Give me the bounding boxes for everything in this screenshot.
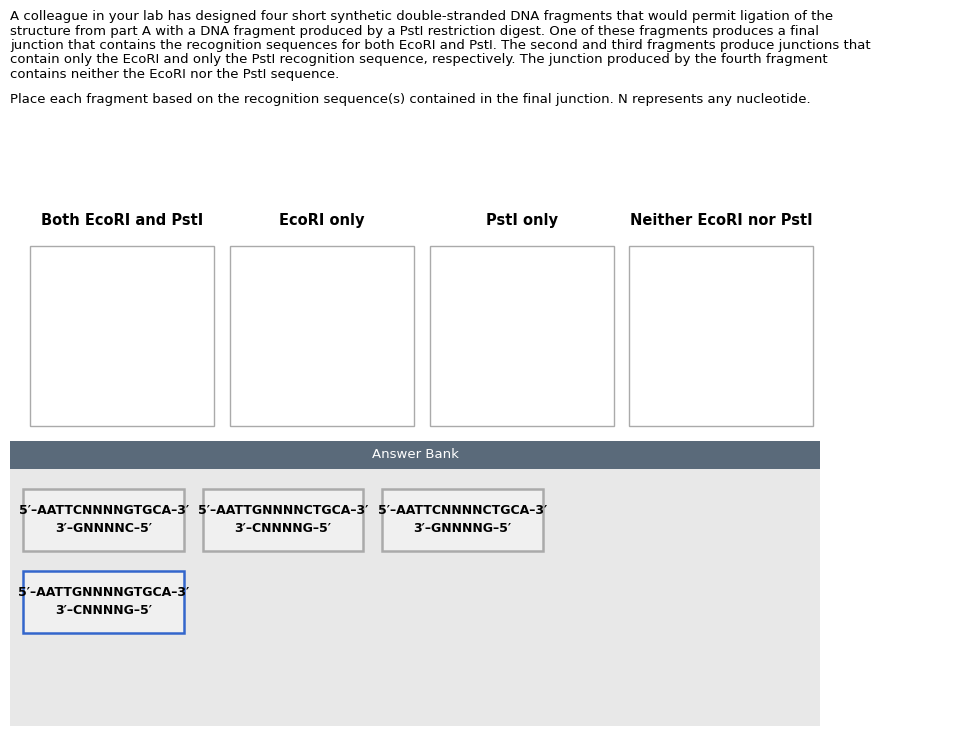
Text: Neither EcoRI nor PstI: Neither EcoRI nor PstI <box>629 213 812 228</box>
FancyBboxPatch shape <box>31 246 215 426</box>
Text: 3′–CNNNNG–5′: 3′–CNNNNG–5′ <box>235 523 331 536</box>
FancyBboxPatch shape <box>629 246 813 426</box>
FancyBboxPatch shape <box>23 489 184 551</box>
FancyBboxPatch shape <box>23 571 184 633</box>
Text: 3′–CNNNNG–5′: 3′–CNNNNG–5′ <box>56 604 152 618</box>
FancyBboxPatch shape <box>11 441 820 469</box>
Text: 3′–GNNNNC–5′: 3′–GNNNNC–5′ <box>56 523 152 536</box>
FancyBboxPatch shape <box>382 489 542 551</box>
Text: Both EcoRI and PstI: Both EcoRI and PstI <box>41 213 203 228</box>
FancyBboxPatch shape <box>429 246 613 426</box>
Text: Place each fragment based on the recognition sequence(s) contained in the final : Place each fragment based on the recogni… <box>11 93 811 105</box>
Text: 3′–GNNNNG–5′: 3′–GNNNNG–5′ <box>414 523 512 536</box>
Text: contains neither the EcoRI nor the PstI sequence.: contains neither the EcoRI nor the PstI … <box>11 68 340 81</box>
Text: 5′–AATTGNNNNCTGCA–3′: 5′–AATTGNNNNCTGCA–3′ <box>198 504 368 517</box>
FancyBboxPatch shape <box>203 489 363 551</box>
Text: junction that contains the recognition sequences for both EcoRI and PstI. The se: junction that contains the recognition s… <box>11 39 871 52</box>
Text: structure from part A with a DNA fragment produced by a PstI restriction digest.: structure from part A with a DNA fragmen… <box>11 24 819 38</box>
Text: Answer Bank: Answer Bank <box>372 448 459 461</box>
Text: contain only the EcoRI and only the PstI recognition sequence, respectively. The: contain only the EcoRI and only the PstI… <box>11 54 828 66</box>
Text: 5′–AATTCNNNNGTGCA–3′: 5′–AATTCNNNNGTGCA–3′ <box>18 504 189 517</box>
FancyBboxPatch shape <box>230 246 414 426</box>
Text: EcoRI only: EcoRI only <box>279 213 365 228</box>
Text: 5′–AATTGNNNNGTGCA–3′: 5′–AATTGNNNNGTGCA–3′ <box>18 587 190 600</box>
Text: A colleague in your lab has designed four short synthetic double-stranded DNA fr: A colleague in your lab has designed fou… <box>11 10 833 23</box>
FancyBboxPatch shape <box>11 441 820 726</box>
Text: PstI only: PstI only <box>486 213 558 228</box>
Text: 5′–AATTCNNNNCTGCA–3′: 5′–AATTCNNNNCTGCA–3′ <box>377 504 547 517</box>
